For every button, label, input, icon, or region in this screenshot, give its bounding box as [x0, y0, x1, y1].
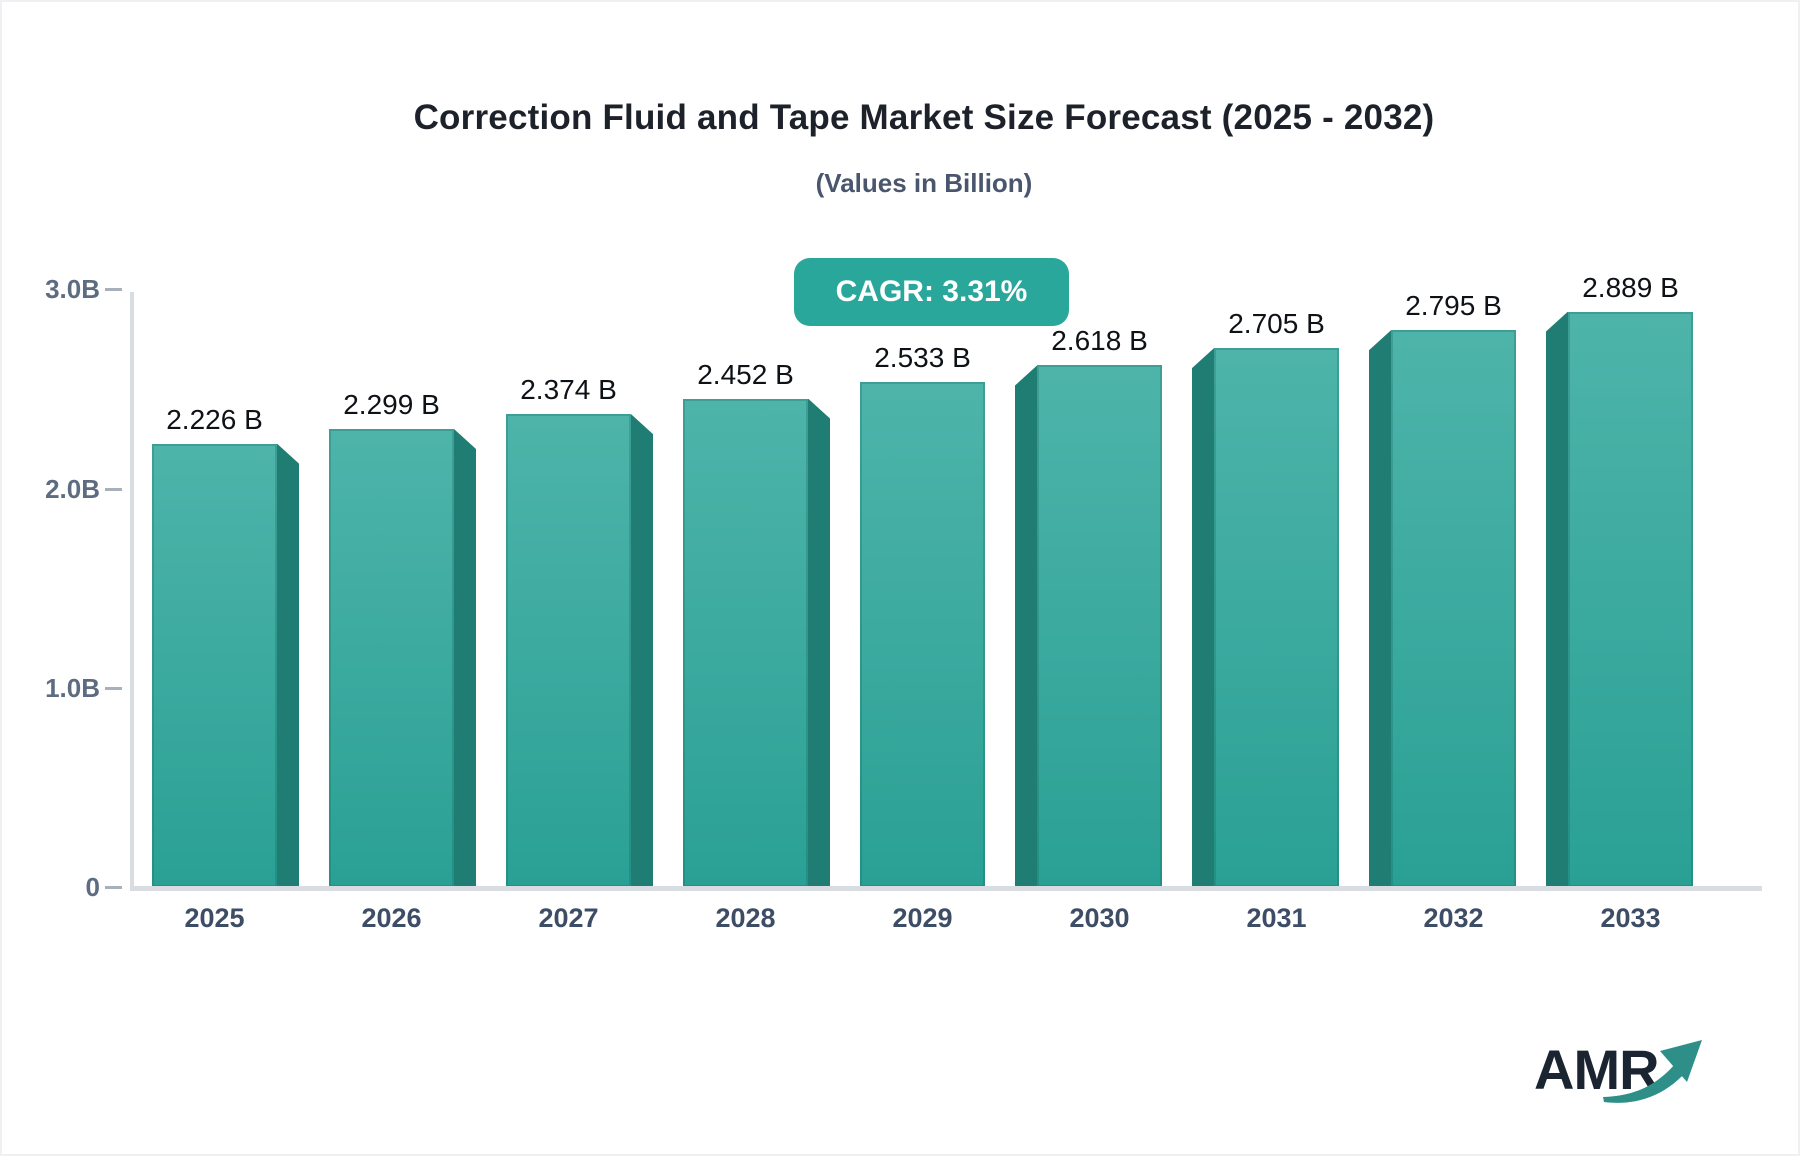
x-tick-label-2029: 2029: [892, 903, 953, 933]
y-tick-mark: [105, 686, 122, 690]
bar-2026: [329, 429, 454, 887]
bar-2031: [1214, 348, 1339, 887]
bar-value-label-2027: 2.374 B: [520, 374, 617, 406]
x-tick-label-2033: 2033: [1600, 903, 1661, 933]
bar-2028: [683, 398, 808, 887]
y-tick-label: 2.0B: [45, 473, 100, 504]
bar-value-label-2032: 2.795 B: [1405, 290, 1502, 322]
bar-side-panel-2025: [277, 443, 299, 887]
x-axis-line: [130, 886, 1762, 891]
bar-2033: [1568, 311, 1693, 887]
bar-value-label-2030: 2.618 B: [1051, 325, 1148, 357]
y-tick-label: 3.0B: [45, 274, 100, 305]
bar-side-panel-2027: [631, 414, 653, 887]
amr-logo: AMR: [1534, 1038, 1714, 1114]
bar-value-label-2029: 2.533 B: [874, 342, 971, 374]
bar-value-label-2033: 2.889 B: [1582, 271, 1679, 303]
bar-side-panel-2031: [1192, 348, 1214, 887]
bar-2025: [152, 443, 277, 887]
chart-subtitle: (Values in Billion): [815, 168, 1033, 198]
y-tick-label: 1.0B: [45, 672, 100, 703]
bar-2030: [1037, 365, 1162, 887]
bar-2029: [860, 382, 985, 887]
bar-side-panel-2033: [1546, 311, 1568, 887]
cagr-badge-label: CAGR: 3.31%: [835, 275, 1028, 308]
x-tick-label-2032: 2032: [1423, 903, 1484, 933]
x-tick-label-2030: 2030: [1069, 903, 1130, 933]
x-tick-label-2028: 2028: [715, 903, 776, 933]
bar-side-panel-2032: [1369, 330, 1391, 887]
y-tick-mark: [105, 288, 122, 292]
y-axis-line: [130, 292, 134, 891]
amr-logo-arrow-icon: [1603, 1040, 1702, 1103]
bar-2027: [506, 414, 631, 887]
y-tick-mark: [105, 886, 122, 889]
x-tick-label-2031: 2031: [1246, 903, 1307, 933]
bar-2032: [1391, 330, 1516, 887]
bar-value-label-2031: 2.705 B: [1228, 308, 1325, 340]
bar-value-label-2028: 2.452 B: [697, 358, 794, 390]
y-tick-label: 0: [85, 872, 100, 902]
x-tick-label-2025: 2025: [184, 903, 245, 933]
bar-side-panel-2028: [808, 398, 830, 887]
x-tick-label-2026: 2026: [361, 903, 422, 933]
y-tick-mark: [105, 487, 122, 491]
bar-value-label-2025: 2.226 B: [166, 403, 263, 435]
bar-side-panel-2026: [454, 429, 476, 887]
bar-side-panel-2030: [1015, 365, 1037, 887]
x-tick-label-2027: 2027: [538, 903, 599, 933]
bar-value-label-2026: 2.299 B: [343, 389, 440, 421]
cagr-badge: CAGR: 3.31%: [794, 258, 1069, 326]
chart-title: Correction Fluid and Tape Market Size Fo…: [413, 98, 1435, 137]
